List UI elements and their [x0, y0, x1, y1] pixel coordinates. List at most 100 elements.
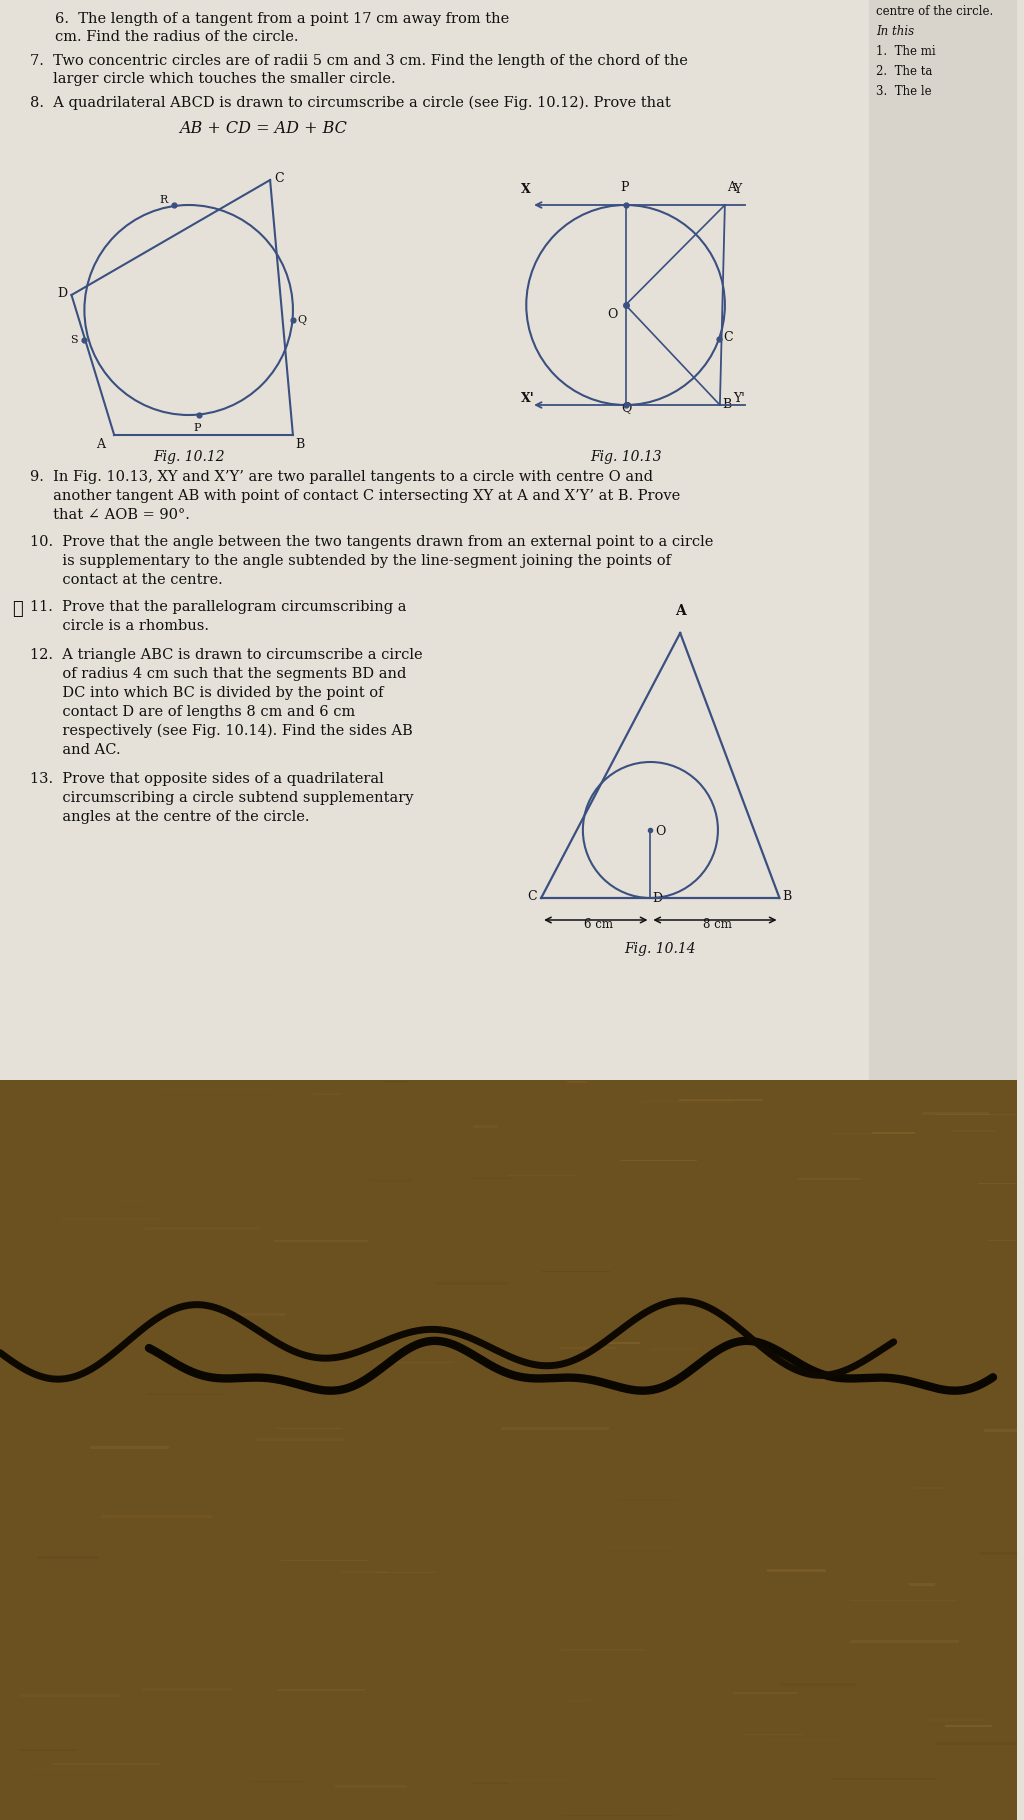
- Text: P: P: [194, 422, 201, 433]
- Bar: [850, 1640, 959, 1643]
- Text: X: X: [521, 184, 531, 197]
- Bar: [767, 1569, 826, 1572]
- Text: Y: Y: [733, 184, 741, 197]
- Bar: [312, 1094, 341, 1096]
- Text: A: A: [96, 439, 105, 451]
- Bar: [341, 1571, 389, 1572]
- Text: circumscribing a circle subtend supplementary: circumscribing a circle subtend suppleme…: [30, 792, 414, 804]
- Bar: [472, 1778, 570, 1782]
- Bar: [435, 1281, 509, 1285]
- Bar: [950, 1349, 1024, 1352]
- Bar: [871, 1132, 914, 1134]
- Bar: [147, 1392, 224, 1394]
- Text: B: B: [782, 890, 792, 903]
- Bar: [159, 1336, 245, 1338]
- Text: A: A: [727, 180, 736, 195]
- Bar: [215, 1582, 248, 1585]
- Bar: [473, 1782, 509, 1784]
- Bar: [951, 1130, 995, 1132]
- Bar: [0, 1079, 1017, 1820]
- Text: Y': Y': [733, 391, 744, 406]
- Text: Fig. 10.12: Fig. 10.12: [153, 450, 224, 464]
- Text: 6 cm: 6 cm: [584, 917, 613, 932]
- Bar: [14, 1633, 110, 1636]
- Text: cm. Find the radius of the circle.: cm. Find the radius of the circle.: [54, 29, 298, 44]
- Bar: [733, 1693, 799, 1694]
- Text: 11.  Prove that the parallelogram circumscribing a: 11. Prove that the parallelogram circums…: [30, 601, 407, 613]
- Bar: [945, 1725, 992, 1727]
- Bar: [256, 1438, 344, 1441]
- Text: larger circle which touches the smaller circle.: larger circle which touches the smaller …: [30, 73, 395, 86]
- Bar: [650, 1349, 699, 1350]
- Bar: [239, 1643, 352, 1645]
- Text: C: C: [723, 331, 732, 344]
- Bar: [561, 1649, 646, 1651]
- Bar: [984, 1429, 1024, 1432]
- Bar: [606, 1341, 640, 1343]
- Text: 7.  Two concentric circles are of radii 5 cm and 3 cm. Find the length of the ch: 7. Two concentric circles are of radii 5…: [30, 55, 688, 67]
- Bar: [274, 1239, 369, 1241]
- Text: is supplementary to the angle subtended by the line-segment joining the points o: is supplementary to the angle subtended …: [30, 553, 671, 568]
- Bar: [51, 1764, 160, 1765]
- Text: C: C: [274, 173, 284, 186]
- Text: circle is a rhombus.: circle is a rhombus.: [30, 619, 209, 633]
- Text: centre of the circle.: centre of the circle.: [876, 5, 993, 18]
- Bar: [868, 0, 1017, 1820]
- Text: angles at the centre of the circle.: angles at the centre of the circle.: [30, 810, 309, 824]
- Bar: [799, 1178, 861, 1179]
- Text: and AC.: and AC.: [30, 743, 121, 757]
- Bar: [38, 1556, 98, 1560]
- Text: 9.  In Fig. 10.13, XY and X’Y’ are two parallel tangents to a circle with centre: 9. In Fig. 10.13, XY and X’Y’ are two pa…: [30, 470, 652, 484]
- Bar: [384, 1081, 410, 1083]
- Bar: [929, 1720, 986, 1722]
- Text: O: O: [607, 308, 618, 320]
- Bar: [222, 1312, 285, 1316]
- Bar: [61, 1218, 161, 1221]
- Bar: [370, 1179, 412, 1181]
- Text: AB + CD = AD + BC: AB + CD = AD + BC: [179, 120, 346, 136]
- Bar: [833, 1778, 936, 1780]
- Text: Q: Q: [622, 400, 632, 413]
- Bar: [780, 1684, 857, 1685]
- Bar: [559, 1347, 616, 1349]
- Bar: [641, 1099, 733, 1103]
- Text: 1.  The mi: 1. The mi: [876, 46, 935, 58]
- Text: D: D: [652, 892, 663, 905]
- Text: 12.  A triangle ABC is drawn to circumscribe a circle: 12. A triangle ABC is drawn to circumscr…: [30, 648, 423, 662]
- Text: Fig. 10.14: Fig. 10.14: [625, 943, 696, 956]
- Text: another tangent AB with point of contact C intersecting XY at A and X’Y’ at B. P: another tangent AB with point of contact…: [30, 490, 680, 502]
- Text: Q: Q: [297, 315, 306, 326]
- Bar: [32, 1767, 126, 1771]
- Bar: [335, 1785, 408, 1787]
- Text: 8.  A quadrilateral ABCD is drawn to circumscribe a circle (see Fig. 10.12). Pro: 8. A quadrilateral ABCD is drawn to circ…: [30, 96, 671, 111]
- Text: O: O: [655, 824, 666, 837]
- Bar: [19, 1694, 121, 1696]
- Text: Fig. 10.13: Fig. 10.13: [590, 450, 662, 464]
- Bar: [679, 1099, 763, 1101]
- Text: contact at the centre.: contact at the centre.: [30, 573, 222, 588]
- Bar: [502, 1427, 608, 1431]
- Bar: [90, 1447, 169, 1449]
- Text: 13.  Prove that opposite sides of a quadrilateral: 13. Prove that opposite sides of a quadr…: [30, 772, 384, 786]
- Bar: [158, 1088, 275, 1090]
- Text: B: B: [295, 439, 304, 451]
- Text: 10.  Prove that the angle between the two tangents drawn from an external point : 10. Prove that the angle between the two…: [30, 535, 713, 550]
- Text: D: D: [57, 288, 68, 300]
- Text: R: R: [160, 195, 168, 206]
- Text: P: P: [621, 180, 629, 195]
- Text: that ∠ AOB = 90°.: that ∠ AOB = 90°.: [30, 508, 189, 522]
- Bar: [473, 1125, 498, 1128]
- Text: S: S: [71, 335, 78, 346]
- Text: 8 cm: 8 cm: [703, 917, 732, 932]
- Text: 3.  The le: 3. The le: [876, 86, 932, 98]
- Text: DC into which BC is divided by the point of: DC into which BC is divided by the point…: [30, 686, 383, 701]
- Text: of radius 4 cm such that the segments BD and: of radius 4 cm such that the segments BD…: [30, 666, 407, 681]
- Text: 2.  The ta: 2. The ta: [876, 66, 932, 78]
- Bar: [876, 1551, 909, 1552]
- Bar: [913, 1487, 945, 1489]
- Bar: [935, 1742, 1020, 1745]
- Text: ✗: ✗: [12, 601, 23, 619]
- Text: X': X': [521, 391, 536, 406]
- Bar: [980, 1552, 1024, 1554]
- Bar: [923, 1112, 989, 1116]
